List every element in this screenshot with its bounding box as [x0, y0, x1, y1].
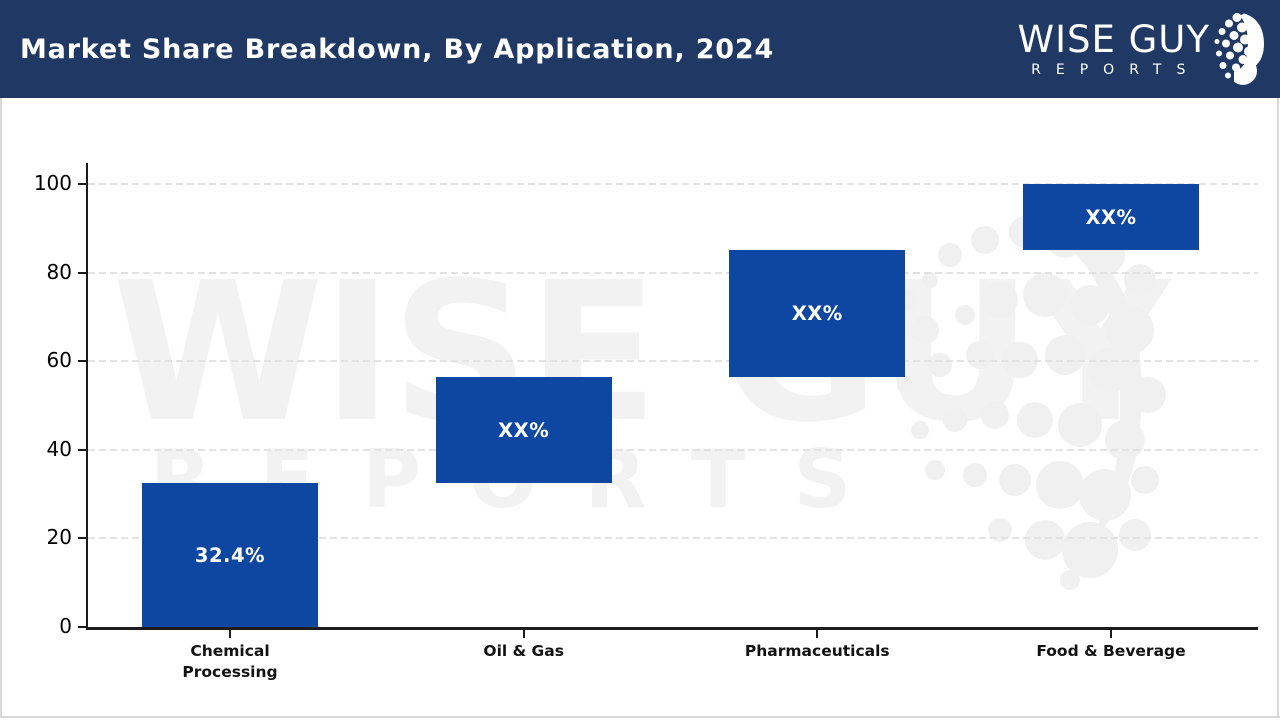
y-tick: [78, 360, 88, 363]
y-axis-line: [86, 163, 88, 629]
y-tick-label: 60: [46, 348, 72, 373]
logo-face-icon: [1214, 13, 1264, 85]
logo-subtext: REPORTS: [1031, 61, 1201, 78]
bar-segment: XX%: [729, 250, 906, 377]
y-tick: [78, 537, 88, 540]
y-tick: [78, 626, 88, 628]
y-tick: [78, 448, 88, 451]
bar-value-label: 32.4%: [194, 543, 266, 567]
x-tick: [522, 629, 525, 638]
bar-segment: 32.4%: [142, 483, 318, 627]
bar-value-label: XX%: [498, 418, 550, 442]
y-tick-label: 80: [46, 259, 72, 284]
y-tick: [78, 183, 88, 185]
gridline: [88, 271, 1258, 274]
x-tick: [229, 629, 231, 638]
x-tick: [816, 629, 819, 638]
x-tick: [1110, 629, 1112, 638]
y-tick-label: 20: [46, 525, 72, 550]
panel-border-bottom: [0, 716, 1280, 718]
bar-segment: XX%: [1023, 184, 1199, 251]
gridline: [88, 183, 1258, 185]
header: Market Share Breakdown, By Application, …: [0, 0, 1280, 98]
x-category-label: Oil & Gas: [483, 642, 564, 660]
panel-border-right: [1277, 98, 1279, 716]
logo-text: WISE GUY REPORTS: [1018, 21, 1210, 78]
gridline: [88, 448, 1258, 451]
bar-value-label: XX%: [1085, 205, 1137, 229]
x-category-label: Food & Beverage: [1036, 642, 1186, 660]
y-tick-label: 0: [59, 614, 72, 638]
x-category-label: Pharmaceuticals: [744, 642, 890, 660]
wiseguy-logo: WISE GUY REPORTS: [1018, 11, 1266, 87]
y-tick: [78, 271, 88, 274]
panel-border-left: [0, 98, 2, 716]
gridline: [88, 537, 1258, 540]
bar-segment: XX%: [435, 376, 612, 484]
x-category-label: Chemical Processing: [182, 642, 278, 681]
y-tick-label: 100: [33, 171, 72, 195]
page-title: Market Share Breakdown, By Application, …: [20, 33, 775, 65]
x-axis-line: [86, 627, 1258, 630]
bar-value-label: XX%: [791, 302, 843, 326]
y-tick-label: 40: [46, 436, 72, 461]
logo-wordmark: WISE GUY: [1017, 17, 1210, 61]
gridline: [88, 360, 1258, 363]
